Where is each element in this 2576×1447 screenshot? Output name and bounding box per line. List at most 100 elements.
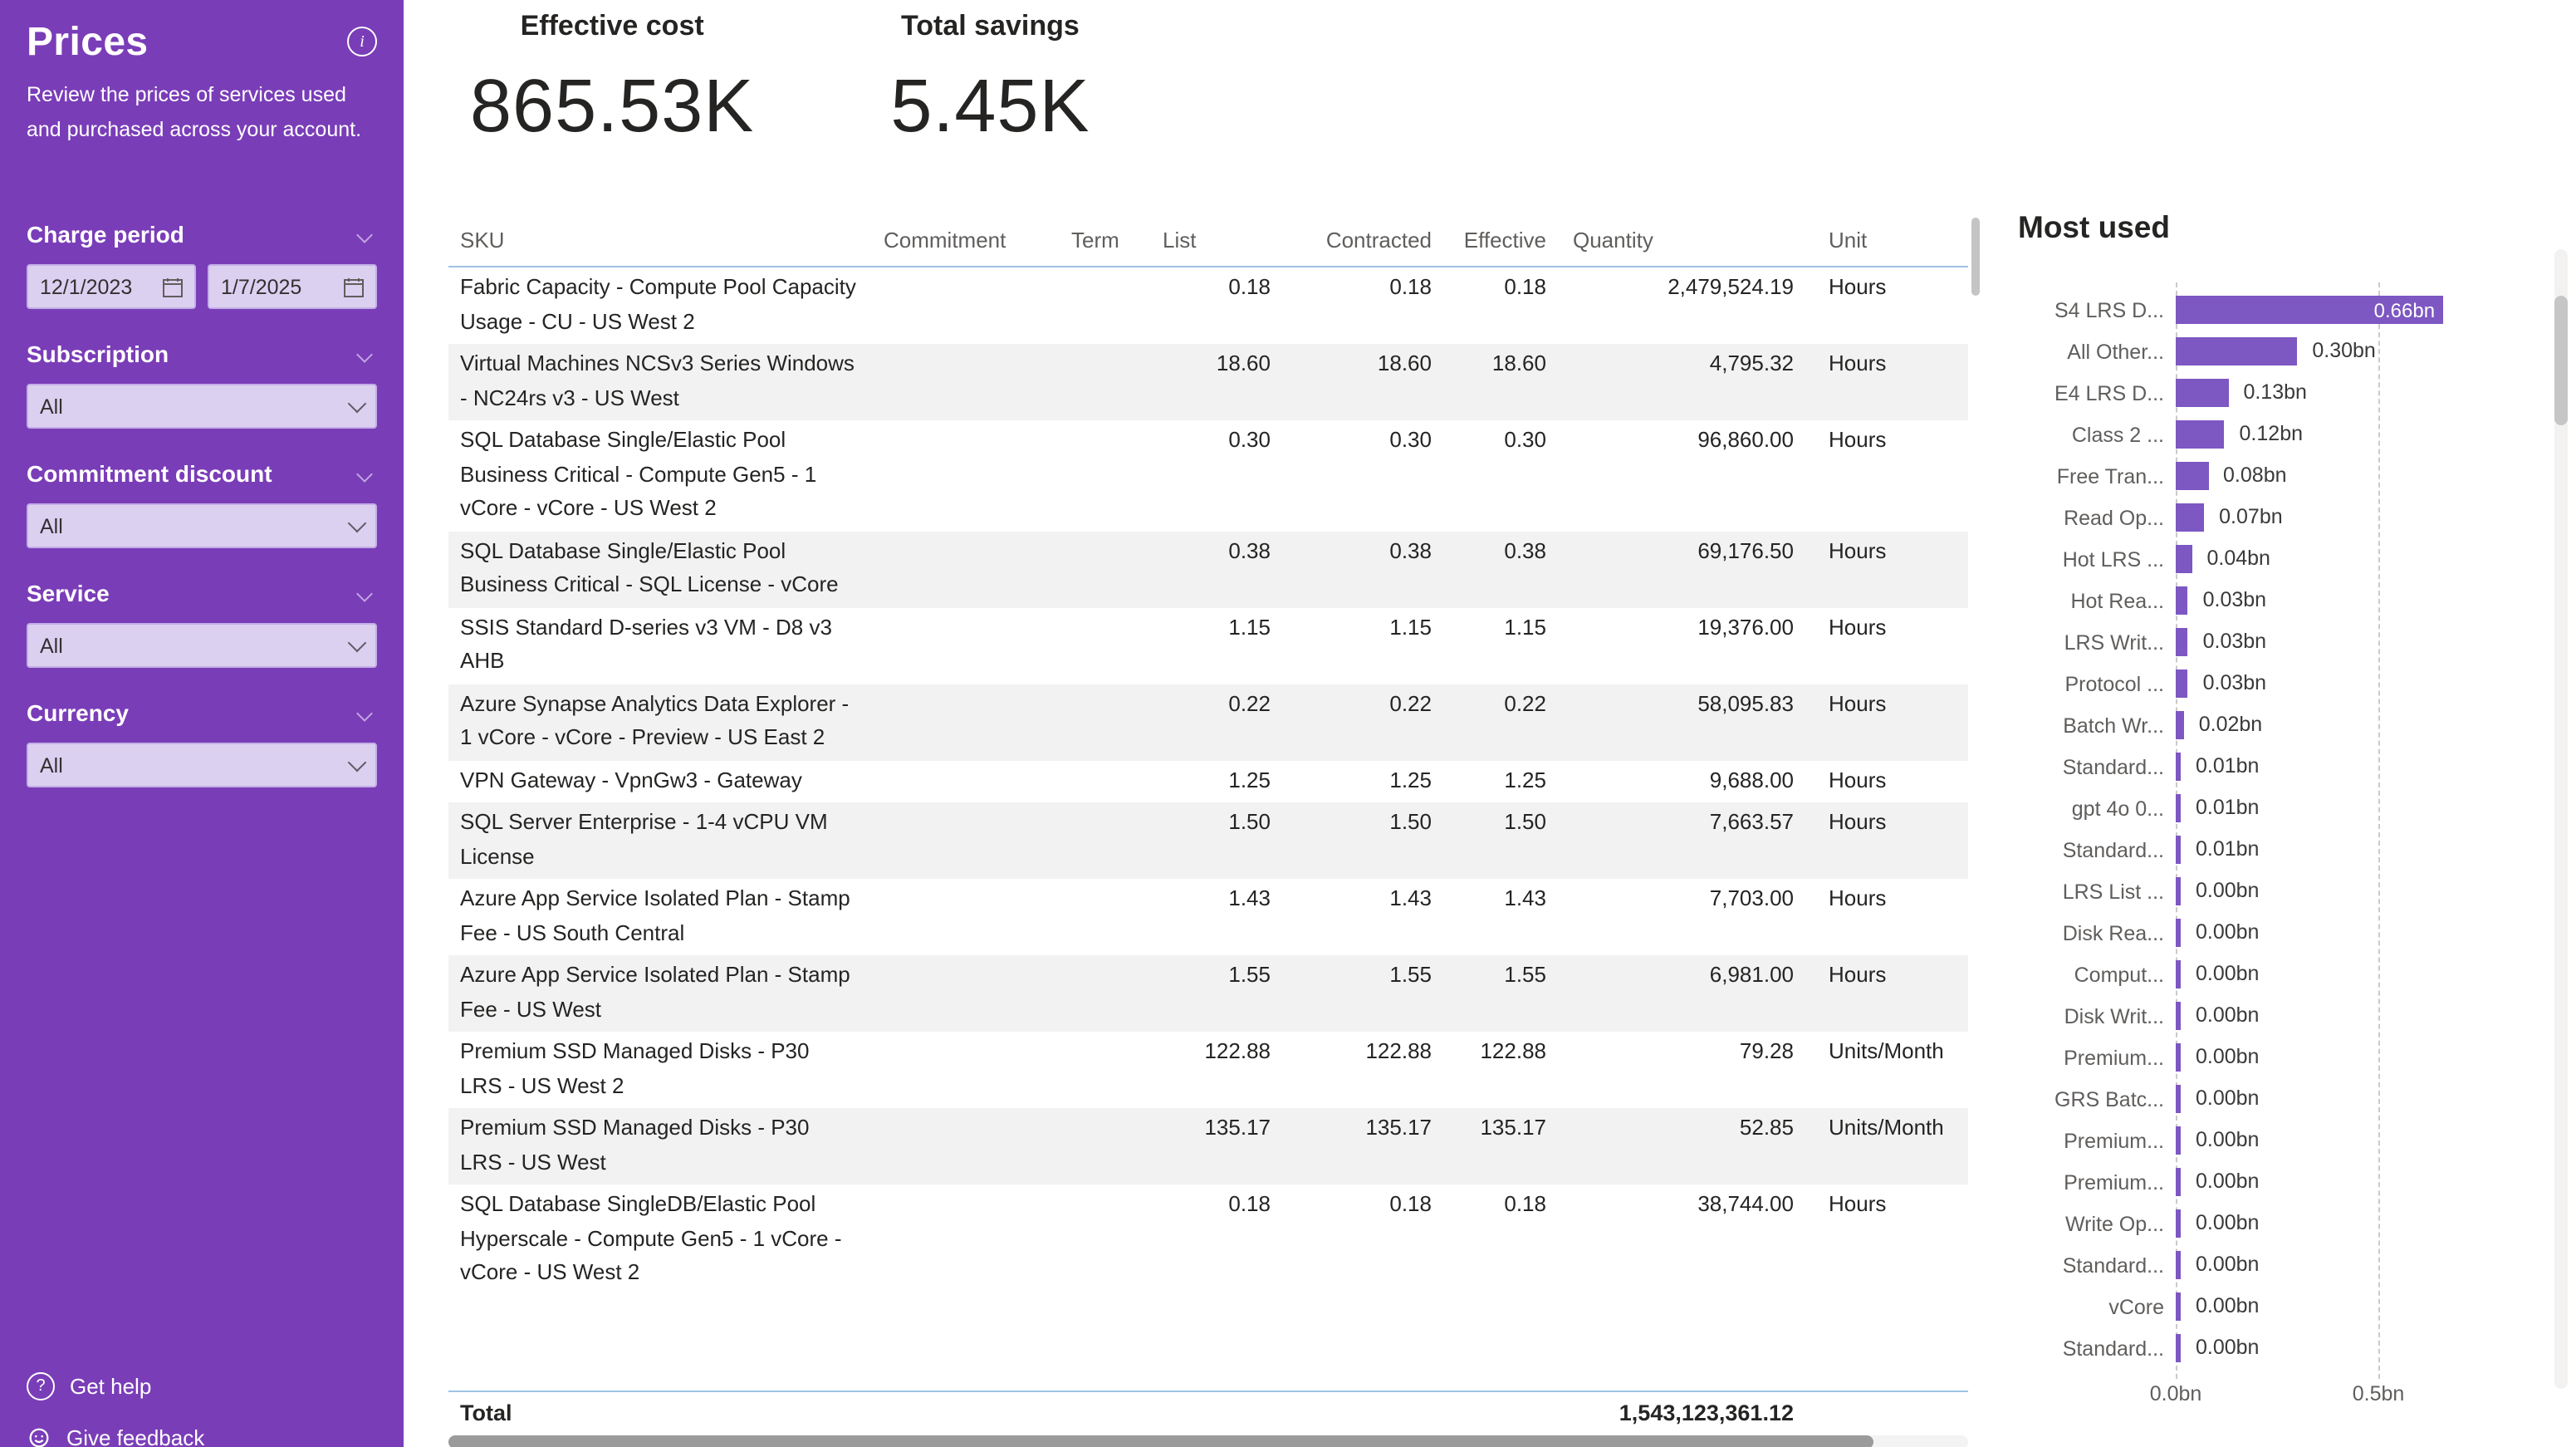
bar[interactable] — [2176, 794, 2181, 822]
start-date-input[interactable]: 12/1/2023 — [27, 264, 196, 309]
end-date-input[interactable]: 1/7/2025 — [208, 264, 377, 309]
cell-list: 1.43 — [1228, 885, 1271, 910]
bar[interactable] — [2176, 711, 2184, 739]
table-row[interactable]: SQL Server Enterprise - 1-4 vCPU VM Lice… — [448, 802, 1968, 879]
chart-bar-row: Read Op... 0.07bn — [2018, 497, 2574, 538]
category-label: Batch Wr... — [2063, 714, 2164, 737]
collapse-chevron-icon[interactable] — [356, 465, 373, 482]
table-row[interactable]: Premium SSD Managed Disks - P30 LRS - US… — [448, 1032, 1968, 1108]
chart-bar-row: LRS Writ... 0.03bn — [2018, 621, 2574, 663]
bar[interactable] — [2176, 1002, 2181, 1030]
category-label: vCore — [2108, 1295, 2164, 1318]
bar[interactable] — [2176, 1292, 2181, 1321]
bar[interactable] — [2176, 877, 2181, 905]
cell-quantity: 7,703.00 — [1709, 885, 1794, 910]
table-row[interactable]: Virtual Machines NCSv3 Series Windows - … — [448, 344, 1968, 420]
bar[interactable]: 0.66bn — [2176, 296, 2444, 324]
category-label: E4 LRS D... — [2054, 381, 2164, 405]
commitment-discount-dropdown[interactable]: All — [27, 503, 377, 548]
bar[interactable] — [2176, 1126, 2181, 1155]
horizontal-scrollbar-thumb[interactable] — [448, 1435, 1873, 1447]
bar-plot: 0.03bn — [2176, 628, 2574, 656]
bar[interactable] — [2176, 586, 2188, 615]
value-label: 0.13bn — [2243, 380, 2307, 403]
bar[interactable] — [2176, 503, 2205, 532]
bar[interactable] — [2176, 836, 2181, 864]
collapse-chevron-icon[interactable] — [356, 585, 373, 601]
table-row[interactable]: Premium SSD Managed Disks - P30 LRS - US… — [448, 1108, 1968, 1185]
table-row[interactable]: SQL Database SingleDB/Elastic Pool Hyper… — [448, 1185, 1968, 1295]
page-title: Prices — [27, 20, 149, 65]
bar[interactable] — [2176, 1251, 2181, 1279]
value-label: 0.00bn — [2196, 878, 2260, 901]
category-label: LRS List ... — [2062, 880, 2164, 903]
table-row[interactable]: Fabric Capacity - Compute Pool Capacity … — [448, 267, 1968, 344]
chart-bar-row: Batch Wr... 0.02bn — [2018, 704, 2574, 746]
bar[interactable] — [2176, 1085, 2181, 1113]
filter-subscription: Subscription All — [27, 341, 377, 429]
horizontal-scrollbar-track[interactable] — [448, 1435, 1968, 1447]
bar[interactable] — [2176, 919, 2181, 947]
value-label: 0.00bn — [2196, 1003, 2260, 1026]
bar[interactable] — [2176, 960, 2181, 988]
cell-quantity: 19,376.00 — [1697, 614, 1794, 639]
table-row[interactable]: VPN Gateway - VpnGw3 - Gateway 1.25 1.25 1.… — [448, 760, 1968, 802]
column-header-term[interactable]: Term — [1071, 227, 1119, 252]
help-icon: ? — [27, 1372, 55, 1400]
collapse-chevron-icon[interactable] — [356, 704, 373, 721]
table-vertical-scrollbar[interactable] — [1971, 218, 1980, 296]
table-row[interactable]: SQL Database Single/Elastic Pool Busines… — [448, 420, 1968, 531]
bar[interactable] — [2176, 1043, 2181, 1072]
column-header-quantity[interactable]: Quantity — [1573, 227, 1653, 252]
bar[interactable] — [2176, 462, 2209, 490]
cell-sku: Azure App Service Isolated Plan - Stamp … — [460, 962, 850, 1021]
bar[interactable] — [2176, 1209, 2181, 1238]
bar[interactable] — [2176, 545, 2192, 573]
collapse-chevron-icon[interactable] — [356, 226, 373, 243]
collapse-chevron-icon[interactable] — [356, 346, 373, 362]
bar[interactable] — [2176, 379, 2229, 407]
filter-label: Commitment discount — [27, 460, 272, 487]
column-header-unit[interactable]: Unit — [1829, 227, 1868, 252]
bar[interactable] — [2176, 670, 2188, 698]
info-icon[interactable]: i — [347, 27, 377, 56]
bar[interactable] — [2176, 420, 2225, 449]
column-header-list[interactable]: List — [1163, 227, 1197, 252]
get-help-link[interactable]: ? Get help — [27, 1372, 204, 1400]
cell-contracted: 1.25 — [1389, 767, 1432, 792]
cell-effective: 1.55 — [1504, 962, 1546, 987]
bar-plot: 0.00bn — [2176, 960, 2574, 988]
bar[interactable] — [2176, 1334, 2181, 1362]
currency-dropdown[interactable]: All — [27, 743, 377, 787]
subscription-dropdown[interactable]: All — [27, 384, 377, 429]
column-header-contracted[interactable]: Contracted — [1325, 227, 1432, 252]
bar[interactable] — [2176, 753, 2181, 781]
table-row[interactable]: SSIS Standard D-series v3 VM - D8 v3 AHB… — [448, 607, 1968, 684]
bar[interactable] — [2176, 1168, 2181, 1196]
bar[interactable] — [2176, 628, 2188, 656]
column-header-effective[interactable]: Effective — [1463, 227, 1546, 252]
column-header-commitment[interactable]: Commitment — [884, 227, 1006, 252]
table-row[interactable]: Azure Synapse Analytics Data Explorer - … — [448, 684, 1968, 760]
category-label: Standard... — [2062, 838, 2164, 861]
column-header-sku[interactable]: SKU — [460, 227, 505, 252]
chart-scrollbar-thumb[interactable] — [2554, 296, 2568, 425]
value-label: 0.08bn — [2223, 463, 2287, 486]
table-row[interactable]: SQL Database Single/Elastic Pool Busines… — [448, 531, 1968, 607]
kpi-value: 865.53K — [470, 63, 755, 148]
cell-list: 1.55 — [1228, 962, 1271, 987]
table-row[interactable]: Azure App Service Isolated Plan - Stamp … — [448, 955, 1968, 1032]
service-dropdown[interactable]: All — [27, 623, 377, 668]
give-feedback-link[interactable]: Give feedback — [27, 1425, 204, 1447]
category-label: Standard... — [2062, 1253, 2164, 1277]
chart-scrollbar-track[interactable] — [2554, 249, 2568, 1389]
category-label: GRS Batc... — [2054, 1087, 2164, 1111]
dropdown-value: All — [40, 514, 63, 537]
cell-effective: 1.15 — [1504, 614, 1546, 639]
bar-plot: 0.30bn — [2176, 337, 2574, 365]
gridline-0-5bn — [2378, 282, 2380, 1379]
bar[interactable] — [2176, 337, 2298, 365]
bar-plot: 0.08bn — [2176, 462, 2574, 490]
table-row[interactable]: Azure App Service Isolated Plan - Stamp … — [448, 879, 1968, 955]
